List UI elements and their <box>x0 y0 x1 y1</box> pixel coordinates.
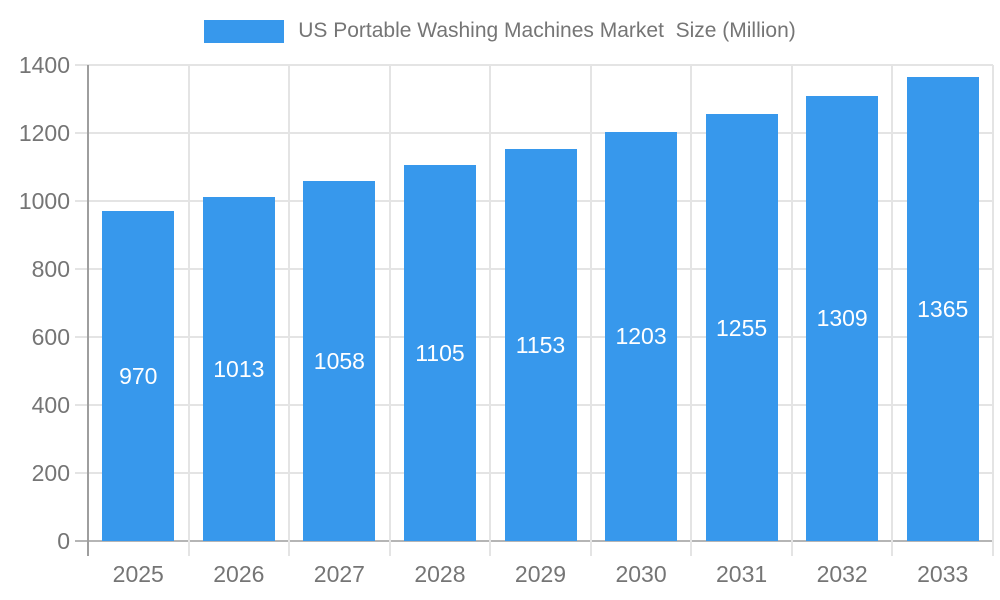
bar-value-label: 1153 <box>515 331 566 358</box>
bar-value-label: 1255 <box>716 314 768 341</box>
y-axis-line <box>87 65 89 556</box>
x-axis-label: 2029 <box>514 561 567 587</box>
gridline-x-3 <box>388 65 391 556</box>
gridline-y-1400 <box>75 64 993 66</box>
y-axis-label: 400 <box>31 392 70 418</box>
bar-value-label: 1365 <box>917 295 969 322</box>
bar-value-label: 970 <box>119 363 158 390</box>
legend-label: US Portable Washing Machines Market Size… <box>298 19 796 42</box>
y-axis-label: 0 <box>57 528 70 554</box>
bar <box>202 196 275 541</box>
bar-value-label: 1309 <box>816 305 868 332</box>
gridline-x-2 <box>288 65 291 556</box>
bar-value-label: 1203 <box>615 323 667 350</box>
gridline-x-1 <box>187 65 190 556</box>
x-axis-label: 2025 <box>112 561 164 587</box>
x-axis-label: 2030 <box>615 561 667 587</box>
bar-value-label: 1105 <box>415 340 465 367</box>
x-axis-label: 2033 <box>917 561 969 587</box>
bar <box>403 165 476 541</box>
y-axis-label: 1200 <box>18 120 70 146</box>
bar <box>806 95 879 541</box>
bar-value-label: 1058 <box>313 348 365 375</box>
bar <box>605 131 678 541</box>
gridline-x-4 <box>489 65 492 556</box>
bar <box>705 114 778 541</box>
x-axis-label: 2031 <box>716 561 768 587</box>
gridline-y-0 <box>75 540 993 542</box>
legend[interactable]: US Portable Washing Machines Market Size… <box>0 14 1000 48</box>
gridline-x-9 <box>992 65 994 556</box>
x-axis-label: 2032 <box>816 561 868 587</box>
bar <box>504 148 577 541</box>
bar <box>102 211 175 541</box>
gridline-x-5 <box>589 65 592 556</box>
bar <box>303 181 376 541</box>
y-axis-label: 600 <box>31 324 70 350</box>
x-axis-label: 2028 <box>414 561 466 587</box>
bar <box>906 76 979 541</box>
gridline-x-6 <box>690 65 693 556</box>
x-axis-label: 2026 <box>213 561 265 587</box>
x-axis-label: 2027 <box>313 561 365 587</box>
gridline-y-1200 <box>75 132 993 134</box>
gridline-x-7 <box>790 65 793 556</box>
gridline-x-8 <box>891 65 894 556</box>
y-axis-label: 800 <box>31 256 70 282</box>
bar-value-label: 1013 <box>213 355 265 382</box>
legend-swatch <box>204 19 285 43</box>
y-axis-label: 1000 <box>18 188 70 214</box>
y-axis-label: 1400 <box>18 52 70 78</box>
y-axis-label: 200 <box>31 460 70 486</box>
